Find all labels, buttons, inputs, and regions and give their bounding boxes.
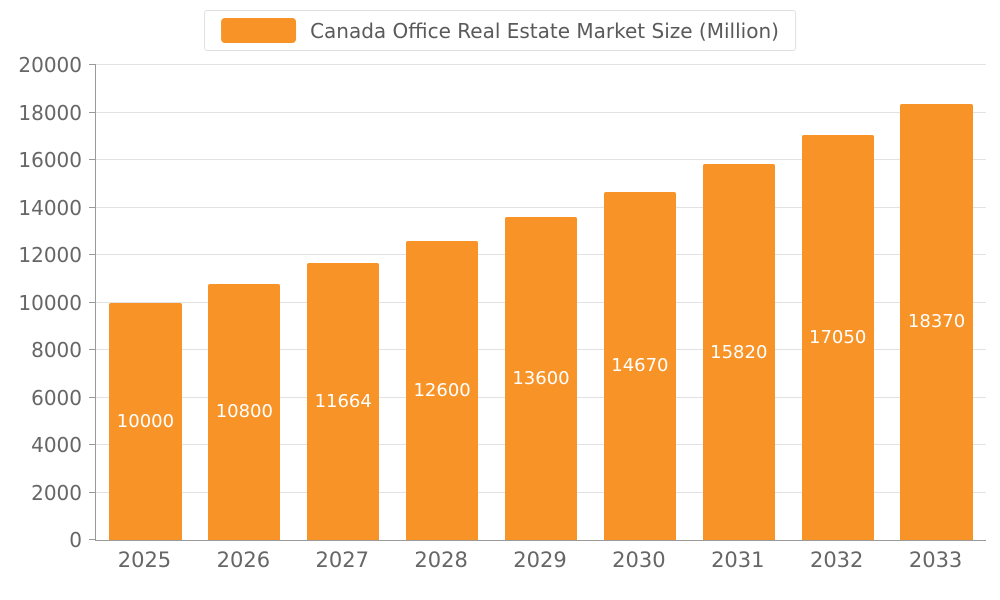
bar: 11664 [307, 262, 380, 540]
bar-value-label: 10000 [116, 410, 175, 432]
y-axis-tick [89, 491, 96, 493]
bar-slot: 15820 [689, 65, 788, 540]
bar-slot: 18370 [887, 65, 986, 540]
bar: 13600 [504, 217, 578, 540]
y-axis-label: 2000 [31, 480, 82, 505]
bar-value-label: 17050 [809, 327, 867, 349]
bar-value-label: 11664 [314, 390, 372, 412]
y-axis-tick [89, 539, 96, 540]
bar-value-label: 18370 [907, 311, 966, 333]
gridline [96, 64, 986, 65]
y-axis-label: 16000 [18, 148, 82, 172]
bar-value-label: 13600 [512, 368, 570, 389]
x-axis-label: 2030 [612, 548, 666, 572]
y-axis-label: 14000 [18, 195, 82, 220]
x-axis-label: 2026 [216, 548, 271, 572]
x-axis-label: 2028 [414, 548, 468, 572]
y-axis-label: 10000 [18, 290, 82, 315]
gridline [96, 111, 986, 113]
y-axis-label: 6000 [31, 385, 82, 410]
plot-area: 10000 10800 11664 12600 13600 14670 15820 17050… [18, 53, 986, 552]
y-axis-tick [89, 301, 96, 303]
bar-slot: 14670 [590, 65, 689, 540]
legend-label: Canada Office Real Estate Market Size (M… [310, 18, 779, 43]
bar: 17050 [801, 135, 874, 540]
x-axis-label: 2027 [315, 548, 369, 572]
bar-slot: 10000 [96, 65, 195, 540]
bar-slot: 10800 [195, 65, 294, 540]
y-axis-tick [89, 64, 96, 65]
x-axis-label: 2032 [809, 548, 864, 572]
y-axis-label: 8000 [31, 338, 82, 362]
bar-value-label: 14670 [611, 355, 669, 377]
x-axis-label: 2029 [513, 548, 567, 572]
x-axis: 2025 2026 2027 2028 2029 2030 2031 2032 2033 [95, 548, 985, 572]
y-axis-label: 18000 [18, 100, 82, 125]
bar: 14670 [603, 191, 676, 540]
bar-slot: 12600 [393, 65, 492, 540]
y-axis-tick [89, 254, 96, 255]
bar: 10000 [109, 302, 182, 540]
chart-legend[interactable]: Canada Office Real Estate Market Size (M… [204, 10, 796, 51]
y-axis-label: 0 [69, 528, 82, 552]
y-axis-tick [89, 396, 96, 398]
x-axis-label: 2031 [711, 548, 765, 572]
y-axis-label: 20000 [18, 53, 82, 77]
x-axis-label: 2033 [908, 548, 963, 572]
legend-swatch [221, 18, 297, 43]
y-axis-tick [89, 206, 96, 208]
bar: 15820 [702, 164, 775, 540]
bar-value-label: 12600 [413, 379, 471, 401]
bar: 18370 [900, 103, 973, 540]
bar-value-label: 15820 [710, 341, 768, 363]
bar: 10800 [208, 283, 281, 540]
bar-slot: 13600 [492, 65, 591, 540]
bar-slot: 17050 [788, 65, 887, 540]
y-axis-label: 12000 [18, 243, 82, 267]
x-axis-label: 2025 [117, 548, 172, 572]
y-axis-tick [89, 159, 96, 160]
gridline [96, 159, 986, 160]
bar: 12600 [406, 240, 479, 540]
y-axis-label: 4000 [31, 433, 82, 457]
gridline [96, 206, 986, 208]
bars-row: 10000 10800 11664 12600 13600 14670 15820 17050… [96, 65, 986, 540]
bar-value-label: 10800 [215, 401, 273, 423]
y-axis-tick [89, 349, 96, 350]
y-axis-tick [89, 111, 96, 113]
y-axis-tick [89, 444, 96, 445]
bar-slot: 11664 [294, 65, 393, 540]
